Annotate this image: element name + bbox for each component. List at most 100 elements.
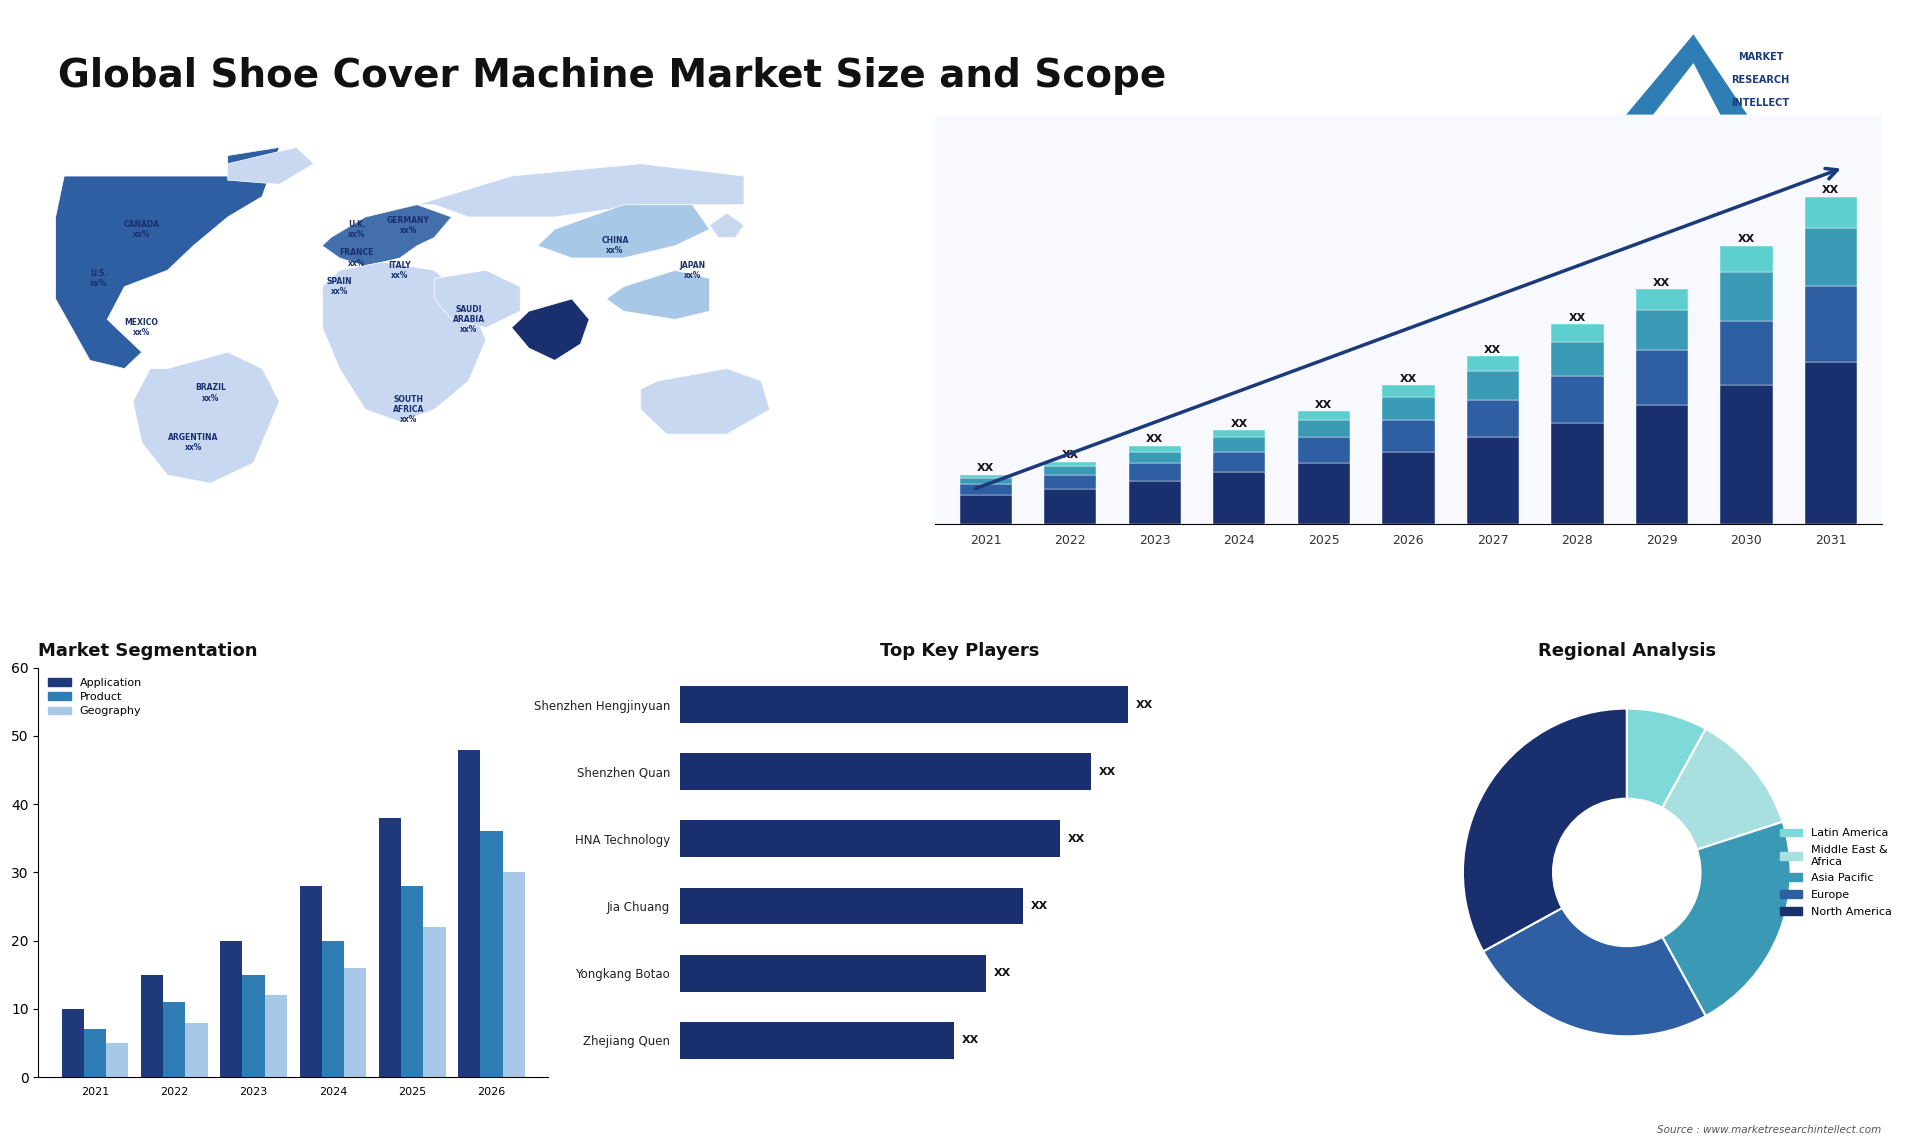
Bar (1720, 246, 1772, 272)
Text: Market Segmentation: Market Segmentation (38, 643, 257, 660)
Bar (680, 686, 1129, 723)
Wedge shape (1663, 822, 1791, 1017)
Bar (1720, 385, 1772, 524)
Text: INTELLECT: INTELLECT (1732, 99, 1789, 108)
Bar (1551, 324, 1603, 342)
Bar (1636, 406, 1688, 524)
Text: XX: XX (1231, 418, 1248, 429)
Bar (1805, 362, 1857, 524)
Bar (960, 484, 1012, 495)
Bar (1129, 446, 1181, 452)
Text: XX: XX (1653, 277, 1670, 288)
Text: XX: XX (962, 1035, 979, 1045)
Polygon shape (607, 270, 710, 320)
Bar (1551, 423, 1603, 524)
Text: U.S.
xx%: U.S. xx% (90, 269, 108, 288)
Text: XX: XX (995, 968, 1012, 978)
Bar (1467, 400, 1519, 438)
Text: INDIA
xx%: INDIA xx% (543, 309, 566, 329)
Bar (1044, 462, 1096, 466)
Title: Regional Analysis: Regional Analysis (1538, 643, 1716, 660)
Text: XX: XX (1137, 700, 1154, 709)
Wedge shape (1482, 908, 1705, 1036)
Polygon shape (132, 352, 278, 484)
Text: RESEARCH: RESEARCH (1732, 76, 1789, 85)
Bar (1382, 419, 1434, 452)
Text: XX: XX (1822, 185, 1839, 195)
Bar (1213, 472, 1265, 524)
Text: CANADA
xx%: CANADA xx% (123, 220, 159, 240)
Bar (106, 1043, 129, 1077)
Bar (1213, 452, 1265, 472)
Bar (265, 996, 286, 1077)
Bar (1382, 385, 1434, 397)
Bar (1298, 411, 1350, 419)
Text: ARGENTINA
xx%: ARGENTINA xx% (169, 432, 219, 452)
Bar (163, 1002, 186, 1077)
Polygon shape (710, 213, 745, 237)
Legend: Latin America, Middle East &
Africa, Asia Pacific, Europe, North America: Latin America, Middle East & Africa, Asi… (1776, 824, 1897, 921)
Text: MARKET: MARKET (1738, 53, 1784, 62)
Bar (323, 941, 344, 1077)
Text: CHINA
xx%: CHINA xx% (601, 236, 628, 256)
Bar (960, 474, 1012, 478)
Bar (1044, 466, 1096, 474)
Bar (1213, 430, 1265, 438)
Bar (680, 1022, 954, 1059)
Bar (1551, 376, 1603, 423)
Bar (1467, 370, 1519, 400)
Bar (1044, 474, 1096, 489)
Text: XX: XX (1484, 345, 1501, 354)
Polygon shape (434, 270, 520, 328)
Text: BRAZIL
xx%: BRAZIL xx% (196, 384, 227, 403)
Bar (1298, 463, 1350, 524)
Bar (1805, 196, 1857, 228)
Bar (1467, 356, 1519, 370)
Polygon shape (323, 262, 486, 422)
Bar (680, 753, 1091, 791)
Bar (960, 478, 1012, 484)
Polygon shape (641, 369, 770, 434)
Bar (1551, 342, 1603, 376)
Bar (1298, 438, 1350, 463)
Bar (1382, 397, 1434, 419)
Text: GERMANY
xx%: GERMANY xx% (388, 215, 430, 235)
Title: Top Key Players: Top Key Players (879, 643, 1041, 660)
Text: XX: XX (1400, 374, 1417, 384)
Bar (1805, 286, 1857, 362)
Bar (1720, 321, 1772, 385)
Text: XX: XX (1098, 767, 1116, 777)
Bar (1636, 351, 1688, 406)
Bar (1129, 463, 1181, 480)
Polygon shape (538, 205, 710, 258)
Bar (61, 1008, 84, 1077)
Bar (960, 495, 1012, 524)
Polygon shape (511, 299, 589, 360)
Bar (1129, 452, 1181, 463)
Polygon shape (228, 148, 313, 185)
Bar (503, 872, 524, 1077)
Bar (680, 821, 1060, 857)
Bar (1636, 289, 1688, 309)
Text: SAUDI
ARABIA
xx%: SAUDI ARABIA xx% (453, 305, 484, 335)
Bar (401, 886, 422, 1077)
Bar (1382, 452, 1434, 524)
Bar (459, 749, 480, 1077)
Bar (680, 887, 1023, 925)
Bar (1636, 309, 1688, 351)
Text: XX: XX (977, 463, 995, 473)
Bar (221, 941, 242, 1077)
Bar (1129, 480, 1181, 524)
Text: XX: XX (1738, 235, 1755, 244)
Polygon shape (56, 148, 278, 369)
Wedge shape (1663, 729, 1782, 849)
Text: FRANCE
xx%: FRANCE xx% (340, 249, 374, 268)
Text: XX: XX (1146, 434, 1164, 445)
Text: ITALY
xx%: ITALY xx% (388, 260, 411, 280)
Text: MEXICO
xx%: MEXICO xx% (125, 317, 159, 337)
Text: Global Shoe Cover Machine Market Size and Scope: Global Shoe Cover Machine Market Size an… (58, 57, 1165, 95)
Text: XX: XX (1569, 313, 1586, 323)
Polygon shape (417, 164, 745, 217)
Bar (344, 968, 367, 1077)
Bar (242, 975, 265, 1077)
